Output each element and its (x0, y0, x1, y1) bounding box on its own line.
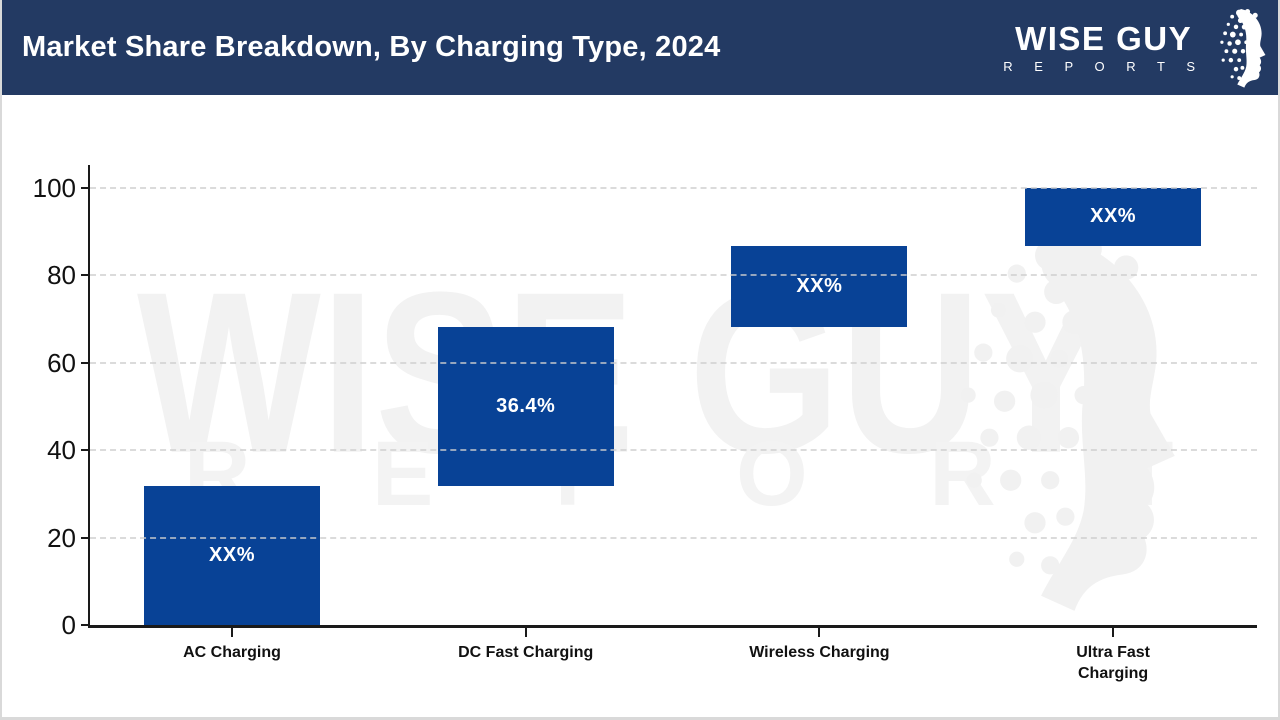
bar-value-label: XX% (796, 274, 843, 297)
brand-logo: WISE GUY R E P O R T S (1003, 0, 1270, 95)
x-axis-tick (231, 628, 233, 637)
brand-head-icon (1220, 8, 1266, 88)
y-axis-tick-label: 40 (47, 435, 76, 465)
x-axis-category-label: AC Charging (183, 644, 281, 661)
page-title: Market Share Breakdown, By Charging Type… (22, 31, 721, 63)
y-axis-tick (81, 449, 89, 451)
y-axis-tick (81, 536, 89, 539)
bar-value-label: XX% (209, 543, 255, 566)
y-axis-tick (81, 186, 89, 189)
gridline (90, 274, 1257, 276)
brand-subtitle: R E P O R T S (1003, 59, 1204, 74)
y-axis-tick-label: 80 (47, 260, 76, 290)
bar-ac-charging: XX% (144, 485, 320, 625)
gridline (90, 449, 1257, 451)
bar-value-label: 36.4% (496, 394, 556, 417)
y-axis-tick (81, 274, 89, 276)
waterfall-chart: 0 20 40 60 80 100 XX% AC Charging 36.4% DC Fast C… (2, 95, 1278, 717)
x-axis-category-label: Wireless Charging (749, 644, 890, 661)
y-axis-tick (81, 624, 89, 626)
header-bar: Market Share Breakdown, By Charging Type… (2, 0, 1278, 95)
brand-name: WISE GUY (1015, 20, 1193, 57)
bar-ultra-fast-charging: XX% (1025, 187, 1202, 247)
bar-wireless-charging: XX% (731, 246, 908, 327)
x-axis-tick (1112, 628, 1115, 637)
bar-value-label: XX% (1090, 205, 1137, 228)
y-axis-tick (81, 361, 89, 364)
y-axis-tick-label: 100 (32, 172, 76, 203)
x-axis-category-label: DC Fast Charging (458, 644, 594, 661)
gridline (90, 186, 1257, 189)
x-axis-tick (818, 628, 821, 637)
x-axis-line (88, 625, 1257, 628)
bar-dc-fast-charging: 36.4% (437, 326, 614, 486)
y-axis-tick-label: 0 (61, 610, 76, 640)
gridline (90, 536, 1257, 539)
y-axis-tick-label: 60 (47, 347, 76, 378)
brand-logo-text: WISE GUY R E P O R T S (1003, 22, 1204, 76)
gridline (90, 361, 1257, 364)
watermark-head-icon (960, 237, 1175, 611)
y-axis-line (88, 165, 90, 625)
x-axis-category-label: Ultra Fast Charging (1076, 644, 1150, 682)
y-axis-tick-label: 20 (47, 522, 76, 553)
x-axis-tick (524, 628, 527, 637)
